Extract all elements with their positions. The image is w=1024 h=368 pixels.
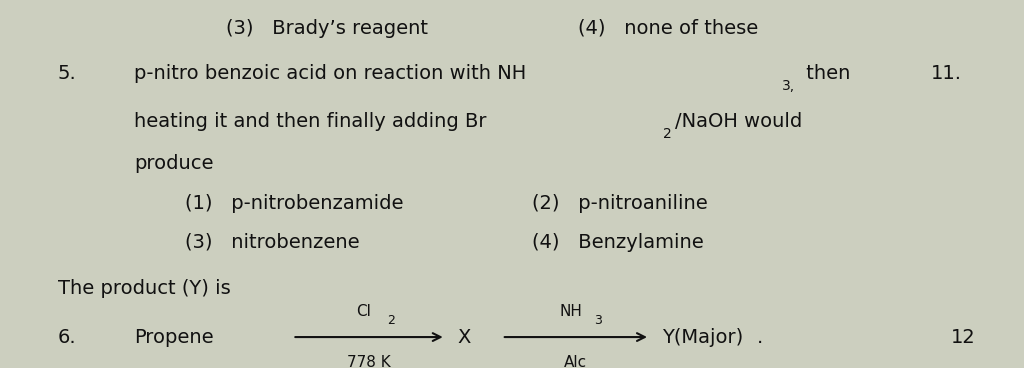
- Text: (4)   none of these: (4) none of these: [579, 19, 759, 38]
- Text: NH: NH: [559, 304, 583, 319]
- Text: The product (Y) is: The product (Y) is: [57, 279, 230, 298]
- Text: (1)   p-nitrobenzamide: (1) p-nitrobenzamide: [185, 194, 403, 213]
- Text: 2: 2: [387, 314, 395, 327]
- Text: 2: 2: [664, 127, 672, 141]
- Text: Alc: Alc: [564, 355, 588, 368]
- Text: 12: 12: [951, 328, 976, 347]
- Text: 6.: 6.: [57, 328, 76, 347]
- Text: 3,: 3,: [781, 79, 795, 93]
- Text: Cl: Cl: [356, 304, 372, 319]
- Text: produce: produce: [134, 155, 214, 173]
- Text: 11.: 11.: [931, 64, 962, 83]
- Text: Propene: Propene: [134, 328, 214, 347]
- Text: p-nitro benzoic acid on reaction with NH: p-nitro benzoic acid on reaction with NH: [134, 64, 526, 83]
- Text: .: .: [757, 328, 763, 347]
- Text: heating it and then finally adding Br: heating it and then finally adding Br: [134, 112, 486, 131]
- Text: 3: 3: [594, 314, 602, 327]
- Text: (2)   p-nitroaniline: (2) p-nitroaniline: [532, 194, 709, 213]
- Text: /NaOH would: /NaOH would: [676, 112, 803, 131]
- Text: (4)   Benzylamine: (4) Benzylamine: [532, 233, 705, 252]
- Text: then: then: [800, 64, 850, 83]
- Text: (3)   nitrobenzene: (3) nitrobenzene: [185, 233, 359, 252]
- Text: Y(Major): Y(Major): [663, 328, 743, 347]
- Text: (3)   Brady’s reagent: (3) Brady’s reagent: [226, 19, 428, 38]
- Text: 5.: 5.: [57, 64, 77, 83]
- Text: X: X: [458, 328, 471, 347]
- Text: 778 K: 778 K: [347, 355, 391, 368]
